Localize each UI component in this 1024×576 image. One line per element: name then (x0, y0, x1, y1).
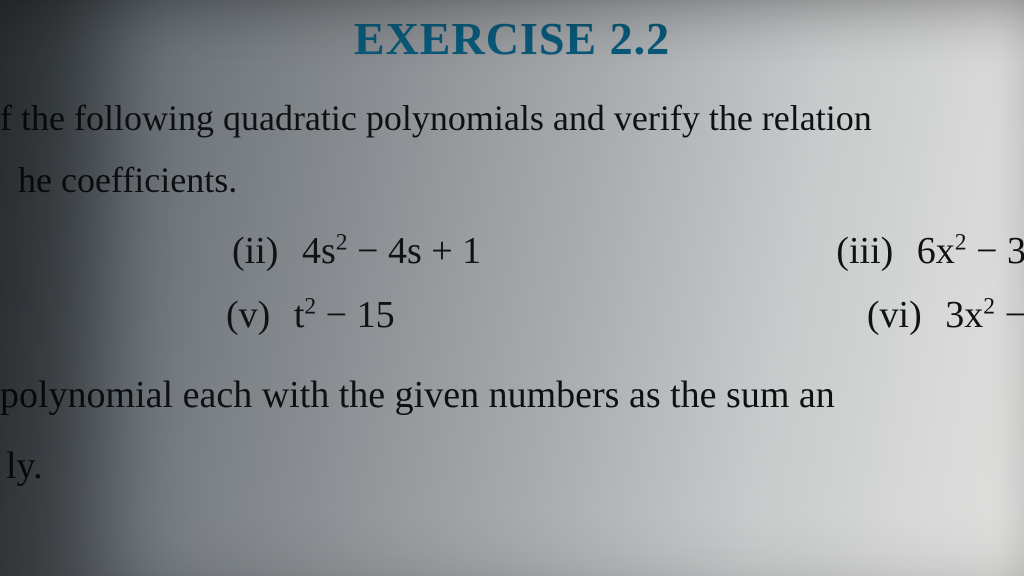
item-ii-label: (ii) (232, 230, 278, 272)
item-v: (v) t2 − 15 (226, 293, 395, 337)
outro-line-1: polynomial each with the given numbers a… (0, 367, 1024, 424)
textbook-page: EXERCISE 2.2 f the following quadratic p… (0, 0, 1024, 576)
item-vi: (vi) 3x2 − (867, 293, 1024, 337)
outro-line-2: ly. (6, 438, 1024, 495)
exercise-title: EXERCISE 2.2 (0, 12, 1024, 65)
item-v-expression: t2 − 15 (294, 294, 395, 336)
item-iii-label: (iii) (836, 230, 893, 272)
intro-line-2: he coefficients. (18, 153, 1024, 207)
item-vi-label: (vi) (867, 294, 922, 336)
item-v-label: (v) (226, 294, 270, 336)
item-ii: (ii) 4s2 − 4s + 1 (232, 229, 481, 273)
item-vi-expression: 3x2 − (945, 294, 1024, 336)
item-row-1: (ii) 4s2 − 4s + 1 (iii) 6x2 − 3 (0, 229, 1024, 273)
item-iii-expression: 6x2 − 3 (917, 230, 1024, 272)
intro-line-1: f the following quadratic polynomials an… (0, 91, 1024, 145)
item-row-2: (v) t2 − 15 (vi) 3x2 − (0, 293, 1024, 337)
item-ii-expression: 4s2 − 4s + 1 (302, 230, 481, 272)
item-iii: (iii) 6x2 − 3 (836, 229, 1024, 273)
